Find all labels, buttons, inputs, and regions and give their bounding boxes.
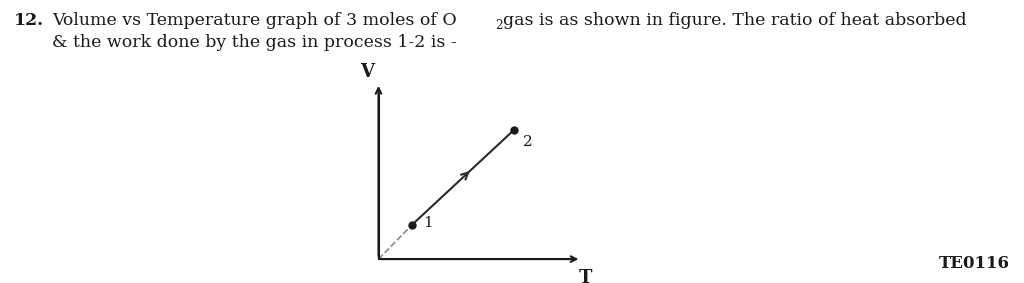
Text: 2: 2: [495, 19, 503, 32]
Text: 1: 1: [424, 216, 433, 230]
Text: 2: 2: [523, 135, 532, 149]
Text: V: V: [360, 63, 375, 82]
Text: Volume vs Temperature graph of 3 moles of O: Volume vs Temperature graph of 3 moles o…: [52, 12, 457, 29]
Text: & the work done by the gas in process 1-2 is -: & the work done by the gas in process 1-…: [52, 34, 457, 51]
Text: TE0116: TE0116: [939, 255, 1010, 272]
Text: T: T: [579, 269, 592, 283]
Text: gas is as shown in figure. The ratio of heat absorbed: gas is as shown in figure. The ratio of …: [503, 12, 967, 29]
Text: 12.: 12.: [14, 12, 44, 29]
